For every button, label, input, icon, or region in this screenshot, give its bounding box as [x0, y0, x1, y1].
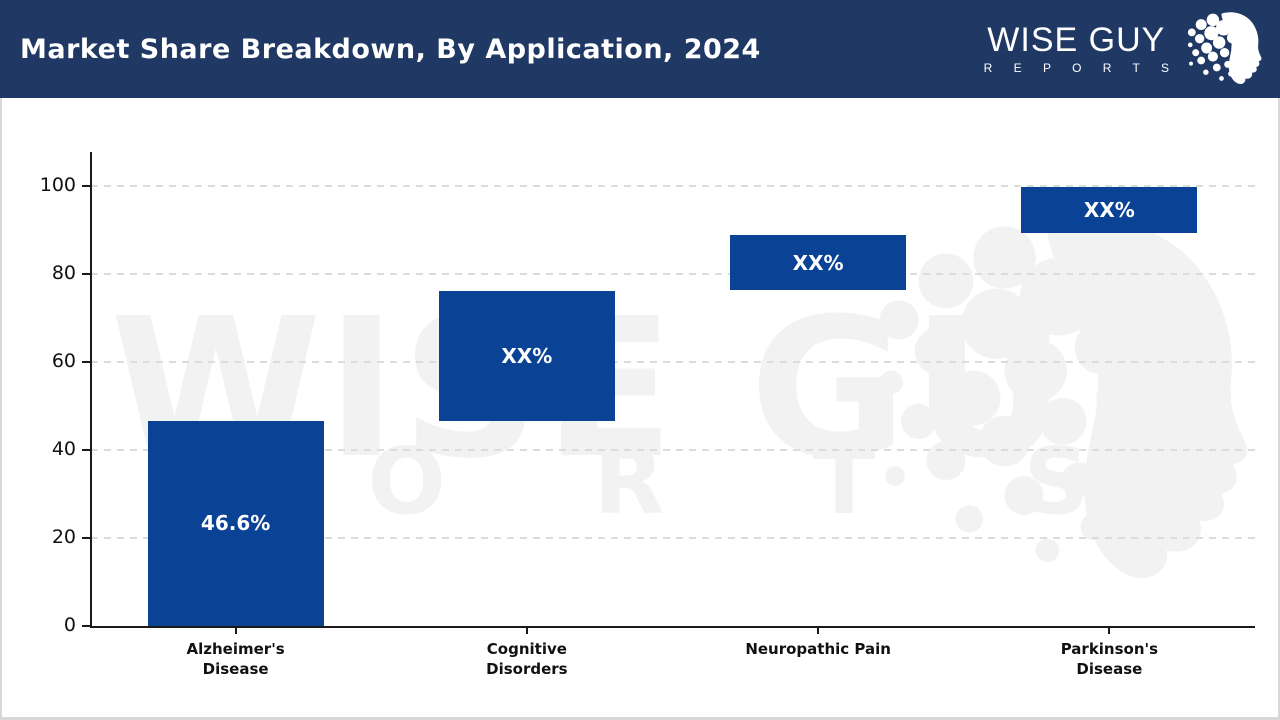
y-tick-label: 20	[51, 526, 76, 548]
y-tick-label: 40	[51, 438, 76, 460]
brand-name: WISE GUY	[987, 20, 1166, 59]
gridline	[91, 361, 1256, 363]
x-category-label: Alzheimer's Disease	[186, 640, 285, 678]
brand-subname: R E P O R T S	[983, 60, 1178, 75]
x-category-label: Parkinson's Disease	[1060, 640, 1159, 678]
y-tick	[82, 449, 90, 451]
gridline	[91, 449, 1256, 451]
y-tick	[82, 361, 90, 363]
chart-panel: WISE GUY P O R T S 0 20 40 60 80 100 46.6% Alzh…	[0, 98, 1280, 720]
y-axis-spine	[90, 152, 92, 628]
gridline	[91, 537, 1256, 539]
x-category-label: Neuropathic Pain	[745, 640, 891, 658]
header-bar: Market Share Breakdown, By Application, …	[0, 0, 1280, 98]
x-axis-spine	[90, 626, 1255, 628]
bar-segment: XX%	[1021, 186, 1198, 234]
y-tick	[82, 537, 90, 539]
watermark-face-icon	[879, 219, 1248, 579]
bar-segment: XX%	[438, 291, 615, 421]
gridline	[91, 185, 1256, 187]
x-tick	[1108, 626, 1111, 634]
y-tick	[82, 185, 90, 187]
y-tick-label: 100	[39, 174, 76, 196]
bar-value-label: XX%	[792, 250, 844, 275]
brand-wordmark: WISE GUY R E P O R T S	[975, 22, 1178, 75]
brand-face-icon	[1187, 12, 1262, 85]
page-title: Market Share Breakdown, By Application, …	[20, 33, 761, 65]
bar-segment: XX%	[730, 234, 907, 291]
bar-value-label: 46.6%	[200, 511, 271, 536]
bar-segment: 46.6%	[147, 420, 324, 626]
y-tick	[82, 273, 90, 275]
x-tick	[525, 626, 528, 634]
bar-value-label: XX%	[501, 344, 553, 369]
brand-logo: WISE GUY R E P O R T S	[975, 8, 1266, 88]
x-tick	[234, 626, 237, 634]
y-tick-label: 60	[51, 350, 76, 372]
y-tick-label: 0	[63, 614, 76, 636]
y-tick-label: 80	[51, 262, 76, 284]
y-tick	[82, 625, 90, 627]
bar-value-label: XX%	[1083, 197, 1135, 222]
x-tick	[817, 626, 820, 634]
x-category-label: Cognitive Disorders	[486, 640, 568, 678]
gridline	[91, 273, 1256, 275]
